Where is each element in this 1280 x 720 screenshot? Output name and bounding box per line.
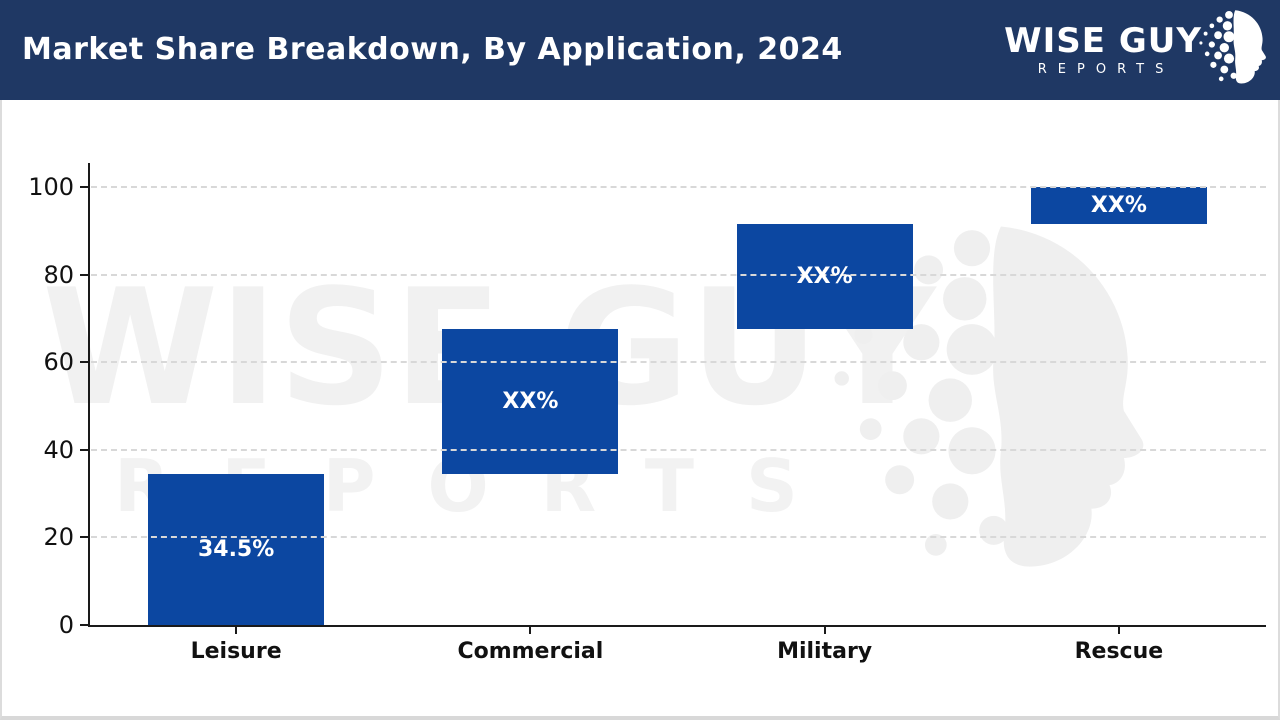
- bar-value-label-leisure: 34.5%: [197, 536, 275, 562]
- y-tick-100: [80, 186, 88, 188]
- y-tick-label-0: 0: [58, 611, 74, 639]
- gridline-y20: [91, 536, 1266, 539]
- logo: WISE GUY REPORTS: [1004, 0, 1268, 100]
- y-tick-60: [80, 361, 88, 364]
- x-tick-rescue: [1117, 627, 1120, 634]
- y-tick-label-100: 100: [28, 173, 74, 201]
- logo-wordmark: WISE GUY: [1004, 20, 1202, 61]
- x-tick-label-military: Military: [777, 639, 873, 664]
- y-tick-label-40: 40: [43, 435, 74, 464]
- gridline-y40: [91, 448, 1266, 451]
- bar-military: [736, 224, 913, 330]
- y-tick-label-60: 60: [43, 348, 74, 377]
- bar-value-label-military: XX%: [796, 264, 853, 290]
- x-tick-label-commercial: Commercial: [457, 639, 604, 664]
- x-tick-leisure: [235, 627, 238, 634]
- x-axis-line: [88, 625, 1266, 627]
- y-tick-0: [80, 624, 88, 626]
- x-tick-label-rescue: Rescue: [1074, 639, 1164, 664]
- bar-leisure: [148, 473, 325, 625]
- gridline-y100: [91, 186, 1266, 188]
- plot-area: 0 20 40 60 80 100 34.5% Leisure XX% Commercial XX%…: [2, 100, 1278, 716]
- bar-value-label-rescue: XX%: [1090, 193, 1147, 219]
- x-tick-label-leisure: Leisure: [190, 639, 282, 664]
- y-tick-80: [80, 273, 88, 276]
- logo-text: WISE GUY REPORTS: [1004, 24, 1202, 77]
- bar-value-label-commercial: XX%: [502, 389, 559, 415]
- logo-head-icon: [1199, 10, 1266, 84]
- y-tick-label-20: 20: [43, 523, 74, 552]
- y-tick-40: [80, 448, 88, 451]
- x-tick-military: [823, 627, 826, 634]
- header: Market Share Breakdown, By Application, …: [0, 0, 1280, 100]
- gridline-y60: [91, 361, 1266, 364]
- y-tick-label-80: 80: [43, 260, 74, 289]
- x-tick-commercial: [529, 627, 532, 634]
- logo-subtitle: REPORTS: [1037, 61, 1175, 77]
- bar-rescue: [1030, 187, 1207, 225]
- gridline-y80: [91, 273, 1266, 276]
- chart-panel: WISE GUY REPORTS 0 20 40 60 80 100 34.5% Leisur…: [0, 100, 1280, 720]
- page-title: Market Share Breakdown, By Application, …: [22, 32, 843, 67]
- y-axis-line: [88, 163, 90, 627]
- y-tick-20: [80, 536, 88, 539]
